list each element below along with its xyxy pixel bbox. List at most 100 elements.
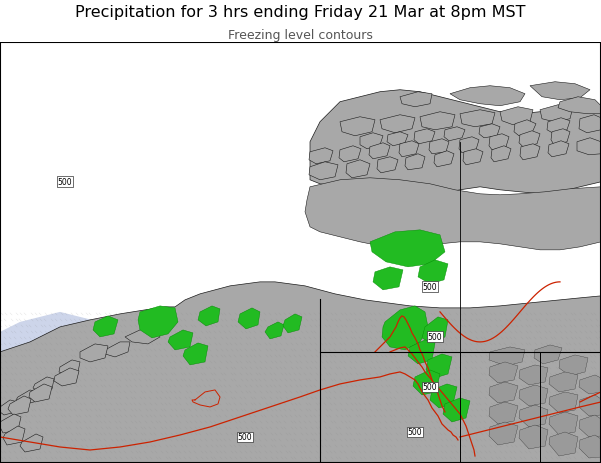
Text: 500: 500 [58, 178, 72, 187]
Polygon shape [579, 395, 601, 416]
Polygon shape [549, 432, 578, 456]
Polygon shape [183, 343, 208, 365]
Polygon shape [408, 340, 435, 364]
Polygon shape [500, 107, 533, 125]
Polygon shape [59, 360, 80, 375]
Polygon shape [514, 120, 536, 137]
Polygon shape [0, 400, 18, 415]
Polygon shape [405, 155, 425, 170]
Polygon shape [489, 362, 518, 383]
Polygon shape [265, 322, 284, 339]
Polygon shape [138, 306, 178, 338]
Text: 500: 500 [237, 432, 252, 442]
Polygon shape [0, 352, 330, 463]
Polygon shape [238, 308, 260, 329]
Polygon shape [413, 370, 440, 395]
Polygon shape [434, 151, 454, 168]
Polygon shape [125, 327, 160, 344]
Polygon shape [579, 115, 601, 133]
Polygon shape [549, 412, 578, 435]
Polygon shape [489, 422, 518, 445]
Polygon shape [8, 396, 31, 415]
Polygon shape [93, 316, 118, 337]
Polygon shape [310, 91, 601, 197]
Polygon shape [519, 425, 548, 449]
Polygon shape [369, 144, 390, 159]
Polygon shape [400, 93, 432, 107]
Polygon shape [33, 377, 54, 392]
Text: 500: 500 [423, 382, 438, 392]
Polygon shape [105, 342, 130, 357]
Polygon shape [430, 384, 457, 408]
Polygon shape [382, 306, 428, 350]
Polygon shape [479, 125, 500, 138]
Polygon shape [577, 138, 601, 156]
Polygon shape [489, 134, 509, 150]
Polygon shape [54, 368, 79, 386]
Polygon shape [489, 402, 518, 424]
Polygon shape [168, 330, 193, 350]
Polygon shape [519, 131, 540, 147]
Polygon shape [519, 405, 548, 427]
Polygon shape [0, 312, 130, 382]
Polygon shape [549, 372, 578, 392]
Polygon shape [491, 146, 511, 163]
Text: 500: 500 [423, 283, 438, 292]
Polygon shape [387, 132, 408, 146]
Polygon shape [489, 382, 518, 403]
Polygon shape [198, 306, 220, 326]
Polygon shape [420, 113, 455, 131]
Polygon shape [519, 385, 548, 406]
Polygon shape [305, 178, 601, 250]
Polygon shape [0, 282, 601, 463]
Text: Precipitation for 3 hrs ending Friday 21 Mar at 8pm MST: Precipitation for 3 hrs ending Friday 21… [75, 5, 526, 20]
Polygon shape [534, 345, 562, 364]
Polygon shape [547, 119, 570, 134]
Polygon shape [459, 138, 479, 153]
Polygon shape [444, 127, 465, 142]
Polygon shape [548, 142, 569, 157]
Polygon shape [422, 317, 448, 344]
Polygon shape [579, 375, 601, 394]
Polygon shape [551, 130, 570, 145]
Polygon shape [540, 106, 573, 123]
Polygon shape [519, 365, 548, 385]
Polygon shape [373, 267, 403, 290]
Polygon shape [283, 314, 302, 333]
Text: Freezing level contours: Freezing level contours [228, 28, 373, 41]
Polygon shape [330, 347, 601, 463]
Polygon shape [463, 150, 483, 165]
Polygon shape [3, 426, 25, 445]
Polygon shape [579, 415, 601, 437]
Polygon shape [460, 111, 495, 127]
Polygon shape [559, 355, 588, 376]
Text: 500: 500 [407, 427, 423, 437]
Polygon shape [80, 344, 108, 362]
Polygon shape [399, 142, 419, 157]
Text: 500: 500 [428, 333, 442, 342]
Polygon shape [579, 435, 601, 458]
Polygon shape [558, 98, 601, 114]
Polygon shape [380, 115, 415, 133]
Polygon shape [429, 139, 449, 155]
Polygon shape [309, 163, 338, 181]
Polygon shape [443, 398, 470, 422]
Polygon shape [418, 260, 448, 284]
Polygon shape [16, 390, 36, 405]
Polygon shape [360, 133, 383, 150]
Polygon shape [377, 157, 398, 174]
Polygon shape [346, 160, 370, 178]
Polygon shape [309, 149, 333, 164]
Polygon shape [414, 130, 435, 144]
Polygon shape [450, 87, 525, 106]
Polygon shape [20, 434, 43, 452]
Polygon shape [549, 392, 578, 413]
Polygon shape [0, 414, 21, 433]
Polygon shape [520, 144, 540, 160]
Polygon shape [29, 384, 52, 402]
Polygon shape [340, 118, 375, 137]
Polygon shape [339, 146, 361, 163]
Polygon shape [530, 82, 590, 100]
Polygon shape [489, 347, 525, 366]
Polygon shape [370, 230, 445, 267]
